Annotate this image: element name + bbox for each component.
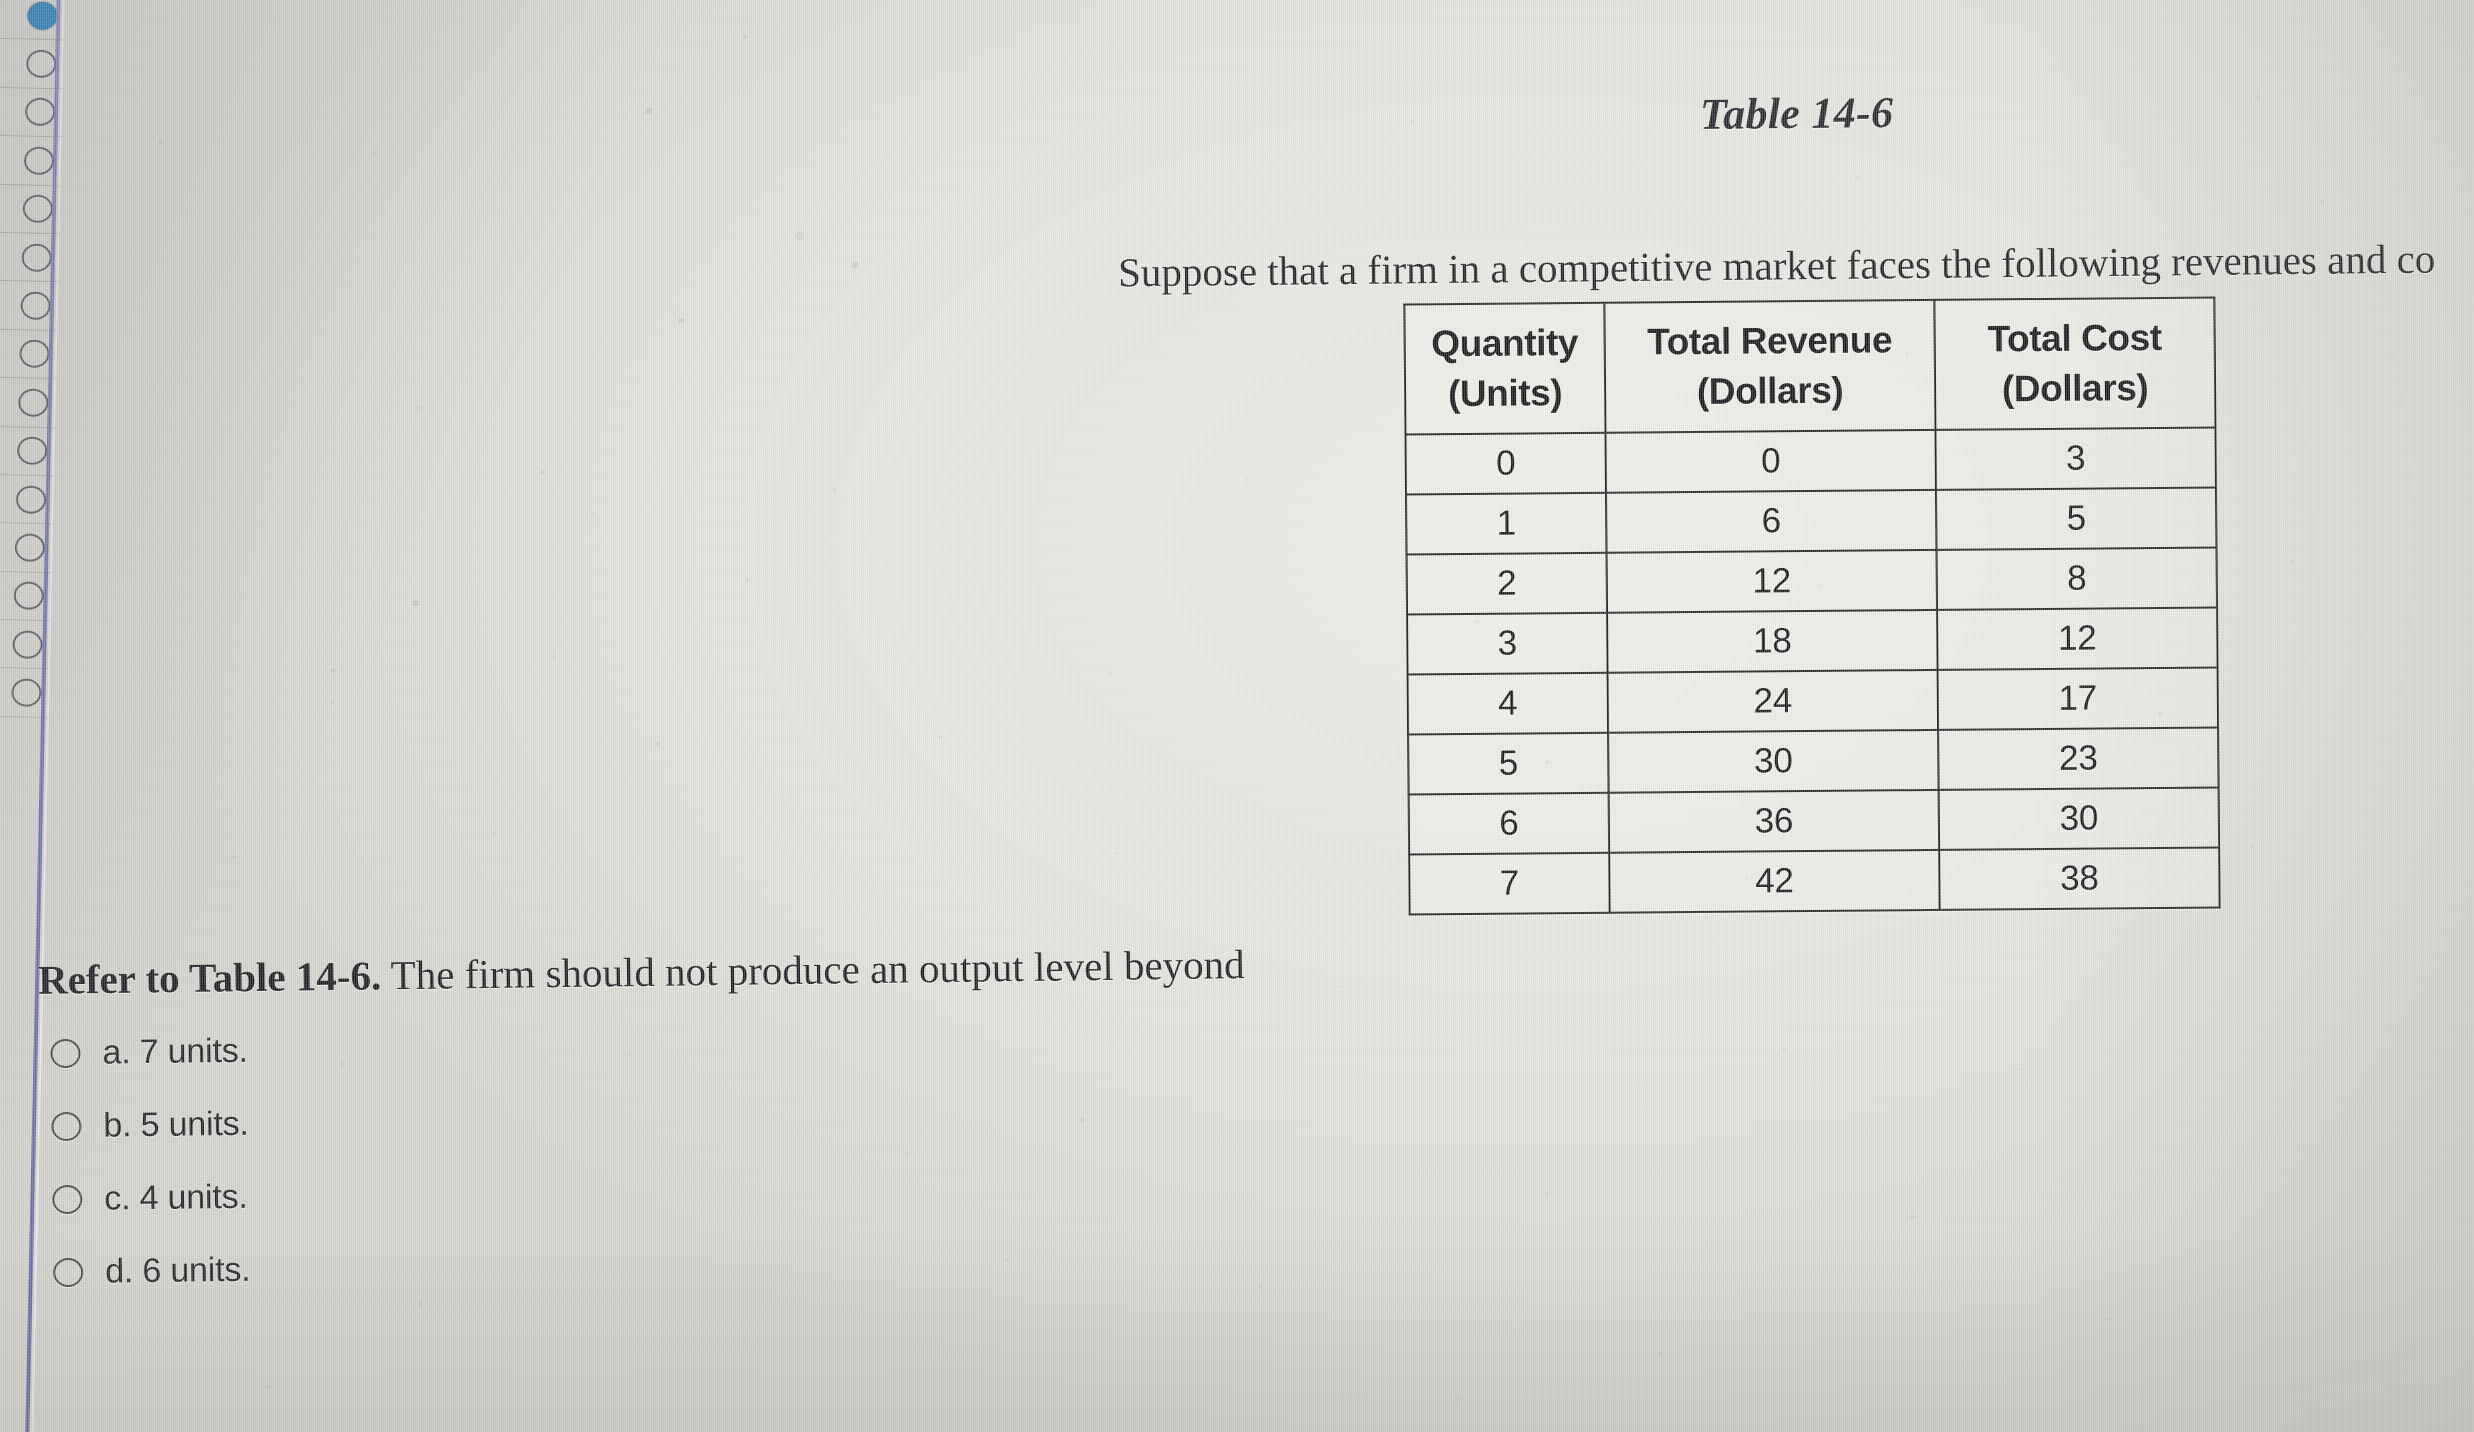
cell-total-cost: 30	[1938, 787, 2220, 850]
answer-option-d[interactable]: d. 6 units.	[53, 1246, 251, 1296]
cell-total-revenue: 30	[1608, 729, 1939, 793]
cell-total-cost: 17	[1937, 667, 2219, 730]
cell-quantity: 1	[1406, 492, 1607, 555]
cell-total-revenue: 12	[1606, 549, 1938, 613]
question-prompt: Refer to Table 14-6. The firm should not…	[38, 940, 1245, 1004]
cell-total-revenue: 42	[1609, 849, 1940, 913]
column-header-quantity: Quantity (Units)	[1404, 302, 1606, 435]
cell-quantity: 7	[1409, 852, 1610, 915]
table-header-row: Quantity (Units) Total Revenue (Dollars)…	[1404, 297, 2216, 435]
answer-option-label: b. 5 units.	[103, 1104, 249, 1145]
cell-total-revenue: 36	[1608, 789, 1940, 853]
cell-quantity: 3	[1407, 612, 1608, 675]
table-row: 5 30 23	[1408, 727, 2219, 795]
table-body: 0 0 3 1 6 5 2 12 8 3 18 12 4 24 17 5 30 23 6 36 30 7 42 38	[1405, 427, 2220, 915]
answer-option-c[interactable]: c. 4 units.	[52, 1173, 250, 1223]
answer-option-label: c. 4 units.	[104, 1177, 248, 1218]
table-row: 6 36 30	[1408, 787, 2220, 855]
cell-quantity: 0	[1405, 432, 1607, 495]
exhibit-intro-text: Suppose that a firm in a competitive mar…	[1117, 235, 2436, 296]
radio-button-icon[interactable]	[52, 1184, 83, 1214]
column-header-quantity-line2: (Units)	[1447, 372, 1563, 415]
table-row: 3 18 12	[1407, 607, 2218, 675]
column-header-total-revenue-line1: Total Revenue	[1647, 319, 1893, 363]
cell-total-cost: 3	[1935, 427, 2216, 490]
cell-total-revenue: 24	[1607, 669, 1939, 733]
revenue-cost-table: Quantity (Units) Total Revenue (Dollars)…	[1403, 296, 2221, 916]
cell-total-cost: 23	[1938, 727, 2219, 790]
cell-total-cost: 12	[1937, 607, 2218, 670]
answer-option-a[interactable]: a. 7 units.	[50, 1027, 248, 1077]
table-14-6-wrapper: Quantity (Units) Total Revenue (Dollars)…	[1403, 296, 2221, 916]
radio-button-icon[interactable]	[53, 1257, 84, 1287]
cell-total-cost: 8	[1936, 547, 2218, 610]
cell-total-cost: 38	[1939, 847, 2220, 910]
column-header-total-revenue: Total Revenue (Dollars)	[1604, 299, 1936, 433]
cell-total-cost: 5	[1935, 487, 2217, 550]
answer-option-label: d. 6 units.	[104, 1250, 251, 1291]
cell-quantity: 4	[1407, 672, 1609, 735]
question-stem: The firm should not produce an output le…	[380, 941, 1245, 999]
radio-button-icon[interactable]	[51, 1111, 82, 1141]
answer-option-label: a. 7 units.	[102, 1031, 248, 1072]
radio-button-icon[interactable]	[50, 1038, 81, 1068]
table-row: 4 24 17	[1407, 667, 2219, 735]
answer-options-list[interactable]: a. 7 units. b. 5 units. c. 4 units. d. 6 un…	[50, 1027, 251, 1321]
cell-quantity: 2	[1406, 552, 1608, 615]
page-title: Table 14-6	[1699, 88, 1894, 139]
question-reference: Refer to Table 14-6.	[37, 952, 382, 1003]
table-row: 2 12 8	[1406, 547, 2218, 615]
cell-total-revenue: 6	[1606, 489, 1937, 553]
column-header-quantity-line1: Quantity	[1431, 322, 1579, 365]
answer-option-b[interactable]: b. 5 units.	[51, 1100, 249, 1150]
column-header-total-cost-line1: Total Cost	[1987, 317, 2162, 360]
column-header-total-revenue-line2: (Dollars)	[1696, 369, 1844, 412]
column-header-total-cost-line2: (Dollars)	[2001, 367, 2149, 410]
cell-total-revenue: 18	[1607, 609, 1938, 673]
cell-quantity: 5	[1408, 732, 1609, 795]
table-row: 7 42 38	[1409, 847, 2220, 915]
cell-total-revenue: 0	[1605, 429, 1936, 493]
column-header-total-cost: Total Cost (Dollars)	[1934, 297, 2216, 430]
cell-quantity: 6	[1408, 792, 1610, 855]
